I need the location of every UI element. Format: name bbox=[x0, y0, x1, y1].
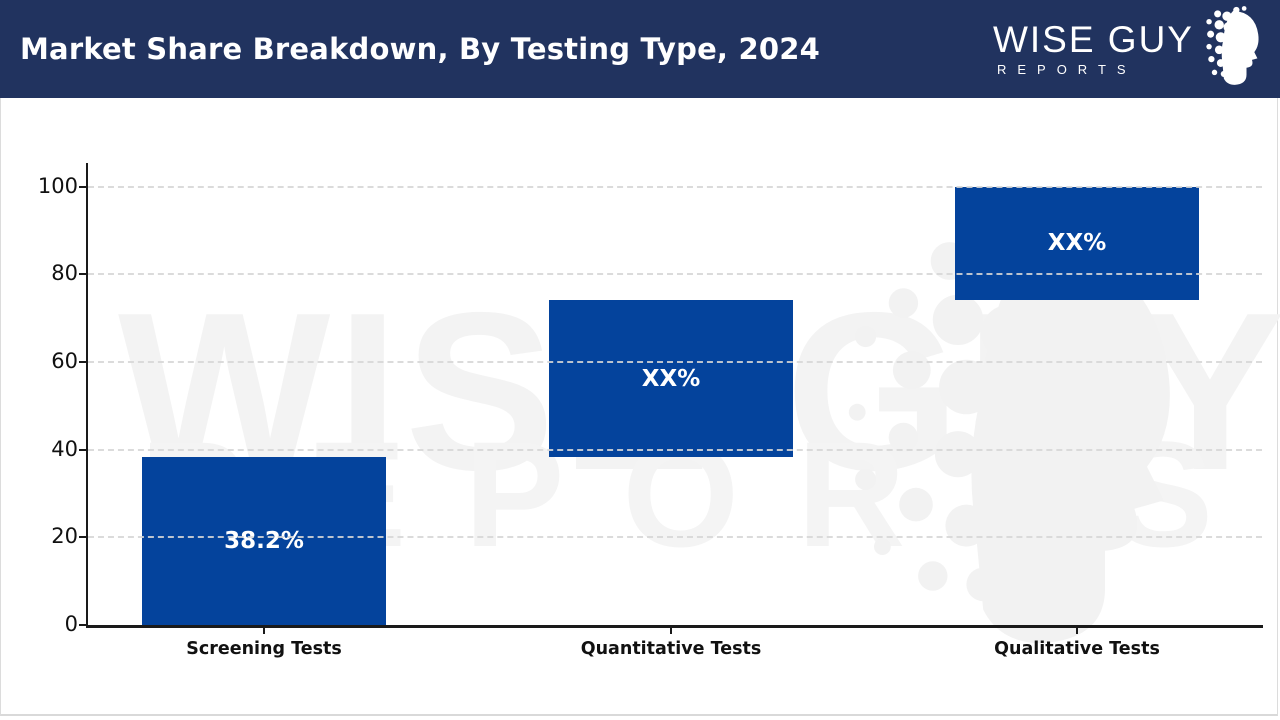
y-axis-spine bbox=[86, 163, 89, 627]
bar-value-label: XX% bbox=[641, 365, 701, 392]
y-tick-mark bbox=[79, 185, 87, 188]
logo-subtitle: REPORTS bbox=[996, 62, 1137, 77]
x-tick-mark bbox=[670, 627, 673, 634]
gridline-80 bbox=[88, 273, 1262, 276]
logo-text: WISE GUY REPORTS bbox=[993, 21, 1194, 77]
gridline-40 bbox=[88, 448, 1262, 451]
page-title: Market Share Breakdown, By Testing Type,… bbox=[20, 32, 820, 66]
y-tick-mark bbox=[79, 536, 87, 539]
header-bar: Market Share Breakdown, By Testing Type,… bbox=[0, 0, 1280, 98]
x-axis-spine bbox=[86, 625, 1263, 628]
gridline-60 bbox=[88, 360, 1262, 363]
bar-value-label: XX% bbox=[1047, 230, 1107, 257]
category-label-qualitative-tests: Qualitative Tests bbox=[994, 639, 1160, 659]
wise-guy-reports-logo: WISE GUY REPORTS bbox=[993, 6, 1280, 92]
bar-value-label: 38.2% bbox=[224, 528, 304, 555]
face-profile-icon bbox=[1206, 6, 1259, 85]
gridline-100 bbox=[88, 185, 1262, 188]
bar-quantitative-tests: XX% bbox=[549, 300, 793, 458]
category-label-quantitative-tests: Quantitative Tests bbox=[580, 639, 762, 659]
y-tick-label: 20 bbox=[51, 524, 78, 549]
y-tick-label: 0 bbox=[64, 612, 78, 636]
y-tick-mark bbox=[79, 624, 87, 627]
logo-wordmark: WISE GUY bbox=[992, 19, 1194, 60]
bar-qualitative-tests: XX% bbox=[955, 186, 1199, 301]
x-tick-mark bbox=[1076, 627, 1079, 634]
x-tick-mark bbox=[263, 627, 266, 634]
category-label-screening-tests: Screening Tests bbox=[186, 639, 342, 659]
y-tick-mark bbox=[79, 448, 87, 451]
y-tick-label: 60 bbox=[51, 348, 78, 373]
gridline-20 bbox=[88, 536, 1262, 539]
y-tick-mark bbox=[79, 273, 87, 276]
y-tick-label: 100 bbox=[37, 173, 78, 198]
bar-screening-tests: 38.2% bbox=[142, 457, 386, 625]
y-tick-mark bbox=[79, 360, 87, 364]
y-tick-label: 40 bbox=[51, 436, 78, 461]
y-tick-label: 80 bbox=[51, 261, 78, 286]
